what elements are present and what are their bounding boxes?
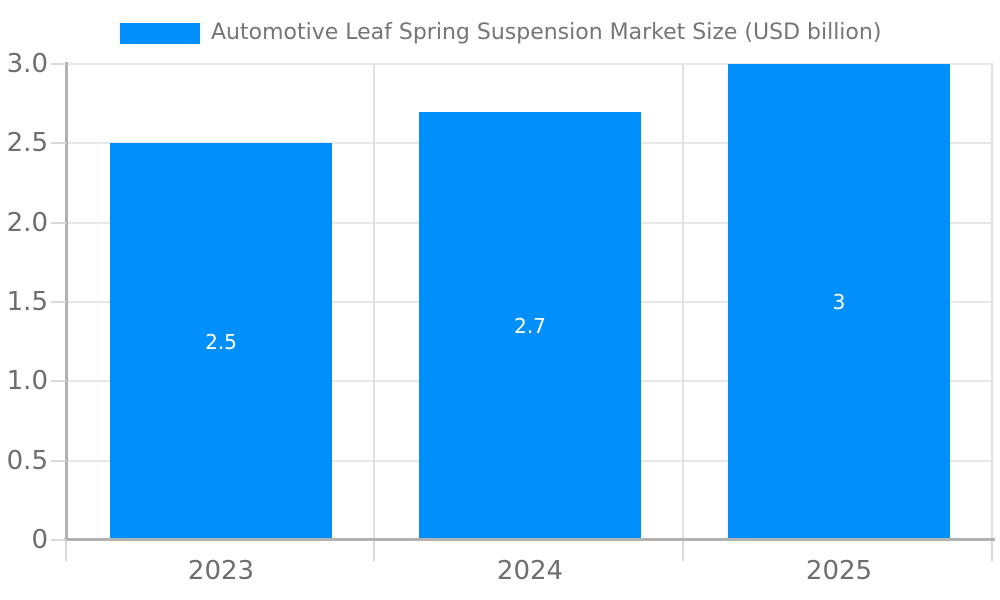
bar-value-label: 2.7 [514,314,546,338]
y-tick-mark [51,301,66,303]
x-tick-mark [991,541,993,561]
category-separator [682,64,684,540]
y-tick-mark [51,380,66,383]
y-tick-label: 2.0 [6,207,48,238]
y-tick-mark [51,221,66,224]
x-tick-mark [65,541,67,561]
bar[interactable] [110,143,332,540]
gridline [66,63,993,65]
x-tick-label: 2024 [496,556,564,586]
y-tick-mark [51,539,66,541]
x-tick-label: 2025 [805,556,873,586]
y-tick-mark [51,142,66,145]
category-separator [373,64,375,540]
chart-legend: Automotive Leaf Spring Suspension Market… [120,22,881,44]
y-tick-label: 1.0 [6,366,48,397]
bar[interactable] [419,112,641,540]
x-tick-label: 2023 [187,556,255,586]
category-separator [991,64,993,540]
y-tick-label: 3.0 [6,49,48,79]
y-tick-label: 1.5 [6,287,48,317]
y-tick-label: 0 [31,525,48,555]
y-tick-mark [51,459,66,462]
legend-series-label: Automotive Leaf Spring Suspension Market… [211,20,882,45]
x-tick-mark [373,541,375,561]
x-tick-mark [682,541,684,561]
y-tick-label: 2.5 [6,128,48,159]
y-tick-label: 0.5 [6,445,48,476]
bar-value-label: 3 [832,290,846,314]
legend-color-swatch [120,22,200,44]
y-axis-line [65,62,68,541]
x-axis-line [64,538,995,541]
plot-area: 2.5 2.7 3 [66,63,993,540]
bar[interactable] [728,64,950,540]
y-tick-mark [51,63,66,65]
bar-value-label: 2.5 [205,330,237,354]
